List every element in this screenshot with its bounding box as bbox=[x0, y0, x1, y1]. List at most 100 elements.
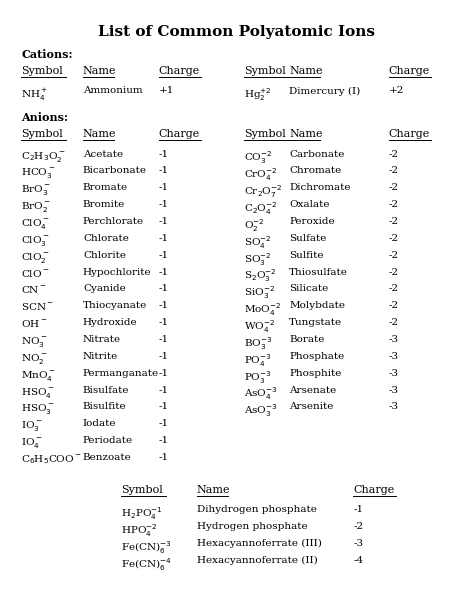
Text: ClO$^-$: ClO$^-$ bbox=[21, 267, 50, 278]
Text: S$_2$O$_3^{-2}$: S$_2$O$_3^{-2}$ bbox=[244, 267, 277, 284]
Text: Carbonate: Carbonate bbox=[289, 150, 345, 159]
Text: Chlorate: Chlorate bbox=[83, 234, 129, 243]
Text: Chlorite: Chlorite bbox=[83, 251, 126, 260]
Text: Symbol: Symbol bbox=[121, 485, 163, 495]
Text: Bisulfate: Bisulfate bbox=[83, 386, 129, 395]
Text: -2: -2 bbox=[389, 183, 399, 192]
Text: Charge: Charge bbox=[159, 66, 200, 76]
Text: -2: -2 bbox=[389, 166, 399, 175]
Text: -4: -4 bbox=[353, 556, 363, 565]
Text: -1: -1 bbox=[159, 402, 169, 411]
Text: Peroxide: Peroxide bbox=[289, 217, 335, 226]
Text: Bromite: Bromite bbox=[83, 200, 125, 209]
Text: Charge: Charge bbox=[159, 129, 200, 139]
Text: -1: -1 bbox=[159, 284, 169, 294]
Text: -1: -1 bbox=[159, 352, 169, 361]
Text: -1: -1 bbox=[159, 166, 169, 175]
Text: Silicate: Silicate bbox=[289, 284, 328, 294]
Text: -2: -2 bbox=[389, 267, 399, 276]
Text: Charge: Charge bbox=[389, 66, 430, 76]
Text: -2: -2 bbox=[389, 318, 399, 327]
Text: HPO$_4^{-2}$: HPO$_4^{-2}$ bbox=[121, 522, 157, 539]
Text: SCN$^-$: SCN$^-$ bbox=[21, 301, 54, 312]
Text: -3: -3 bbox=[389, 352, 399, 361]
Text: -1: -1 bbox=[159, 419, 169, 428]
Text: Oxalate: Oxalate bbox=[289, 200, 329, 209]
Text: -2: -2 bbox=[353, 522, 363, 531]
Text: C$_2$O$_4^{-2}$: C$_2$O$_4^{-2}$ bbox=[244, 200, 278, 217]
Text: Hexacyannoferrate (II): Hexacyannoferrate (II) bbox=[197, 556, 318, 565]
Text: -2: -2 bbox=[389, 150, 399, 159]
Text: Arsenite: Arsenite bbox=[289, 402, 334, 411]
Text: -1: -1 bbox=[159, 200, 169, 209]
Text: AsO$_3^{-3}$: AsO$_3^{-3}$ bbox=[244, 402, 278, 419]
Text: -1: -1 bbox=[159, 217, 169, 226]
Text: -1: -1 bbox=[159, 251, 169, 260]
Text: Permanganate: Permanganate bbox=[83, 368, 159, 378]
Text: Arsenate: Arsenate bbox=[289, 386, 337, 395]
Text: +2: +2 bbox=[389, 86, 404, 96]
Text: O$_2^{-2}$: O$_2^{-2}$ bbox=[244, 217, 264, 234]
Text: Sulfate: Sulfate bbox=[289, 234, 327, 243]
Text: Name: Name bbox=[289, 66, 323, 76]
Text: Hexacyannoferrate (III): Hexacyannoferrate (III) bbox=[197, 539, 321, 548]
Text: Nitrate: Nitrate bbox=[83, 335, 121, 344]
Text: HSO$_4^-$: HSO$_4^-$ bbox=[21, 386, 55, 400]
Text: Name: Name bbox=[289, 129, 323, 139]
Text: Name: Name bbox=[197, 485, 230, 495]
Text: PO$_3^{-3}$: PO$_3^{-3}$ bbox=[244, 368, 272, 386]
Text: -2: -2 bbox=[389, 284, 399, 294]
Text: Hg$_2^{+2}$: Hg$_2^{+2}$ bbox=[244, 86, 272, 103]
Text: Anions:: Anions: bbox=[21, 112, 68, 123]
Text: Phosphite: Phosphite bbox=[289, 368, 341, 378]
Text: Name: Name bbox=[83, 66, 117, 76]
Text: -3: -3 bbox=[389, 368, 399, 378]
Text: Tungstate: Tungstate bbox=[289, 318, 342, 327]
Text: -2: -2 bbox=[389, 217, 399, 226]
Text: NO$_3^-$: NO$_3^-$ bbox=[21, 335, 48, 349]
Text: IO$_3^-$: IO$_3^-$ bbox=[21, 419, 43, 433]
Text: Perchlorate: Perchlorate bbox=[83, 217, 144, 226]
Text: NO$_2^-$: NO$_2^-$ bbox=[21, 352, 48, 366]
Text: Iodate: Iodate bbox=[83, 419, 117, 428]
Text: BO$_3^{-3}$: BO$_3^{-3}$ bbox=[244, 335, 273, 352]
Text: -1: -1 bbox=[159, 386, 169, 395]
Text: OH$^-$: OH$^-$ bbox=[21, 318, 48, 329]
Text: Ammonium: Ammonium bbox=[83, 86, 143, 96]
Text: SO$_3^{-2}$: SO$_3^{-2}$ bbox=[244, 251, 272, 267]
Text: CO$_3^{-2}$: CO$_3^{-2}$ bbox=[244, 150, 273, 166]
Text: Molybdate: Molybdate bbox=[289, 301, 345, 310]
Text: Nitrite: Nitrite bbox=[83, 352, 118, 361]
Text: Bicarbonate: Bicarbonate bbox=[83, 166, 147, 175]
Text: Charge: Charge bbox=[353, 485, 394, 495]
Text: Symbol: Symbol bbox=[21, 66, 63, 76]
Text: -2: -2 bbox=[389, 200, 399, 209]
Text: HSO$_3^-$: HSO$_3^-$ bbox=[21, 402, 55, 416]
Text: Borate: Borate bbox=[289, 335, 325, 344]
Text: -3: -3 bbox=[353, 539, 363, 548]
Text: SO$_4^{-2}$: SO$_4^{-2}$ bbox=[244, 234, 272, 251]
Text: HCO$_3^-$: HCO$_3^-$ bbox=[21, 166, 55, 180]
Text: ClO$_4^-$: ClO$_4^-$ bbox=[21, 217, 50, 231]
Text: Cyanide: Cyanide bbox=[83, 284, 126, 294]
Text: PO$_4^{-3}$: PO$_4^{-3}$ bbox=[244, 352, 272, 368]
Text: -2: -2 bbox=[389, 251, 399, 260]
Text: Sulfite: Sulfite bbox=[289, 251, 324, 260]
Text: Cr$_2$O$_7^{-2}$: Cr$_2$O$_7^{-2}$ bbox=[244, 183, 283, 200]
Text: -1: -1 bbox=[159, 318, 169, 327]
Text: Cations:: Cations: bbox=[21, 49, 73, 60]
Text: -1: -1 bbox=[159, 301, 169, 310]
Text: -1: -1 bbox=[159, 453, 169, 462]
Text: C$_6$H$_5$COO$^-$: C$_6$H$_5$COO$^-$ bbox=[21, 453, 82, 466]
Text: +1: +1 bbox=[159, 86, 174, 96]
Text: ClO$_2^-$: ClO$_2^-$ bbox=[21, 251, 50, 265]
Text: Hypochlorite: Hypochlorite bbox=[83, 267, 152, 276]
Text: -1: -1 bbox=[159, 150, 169, 159]
Text: -1: -1 bbox=[159, 183, 169, 192]
Text: ClO$_3^-$: ClO$_3^-$ bbox=[21, 234, 50, 248]
Text: List of Common Polyatomic Ions: List of Common Polyatomic Ions bbox=[99, 25, 375, 39]
Text: Symbol: Symbol bbox=[244, 129, 286, 139]
Text: -1: -1 bbox=[159, 335, 169, 344]
Text: Fe(CN)$_6^{-4}$: Fe(CN)$_6^{-4}$ bbox=[121, 556, 172, 573]
Text: CN$^-$: CN$^-$ bbox=[21, 284, 47, 295]
